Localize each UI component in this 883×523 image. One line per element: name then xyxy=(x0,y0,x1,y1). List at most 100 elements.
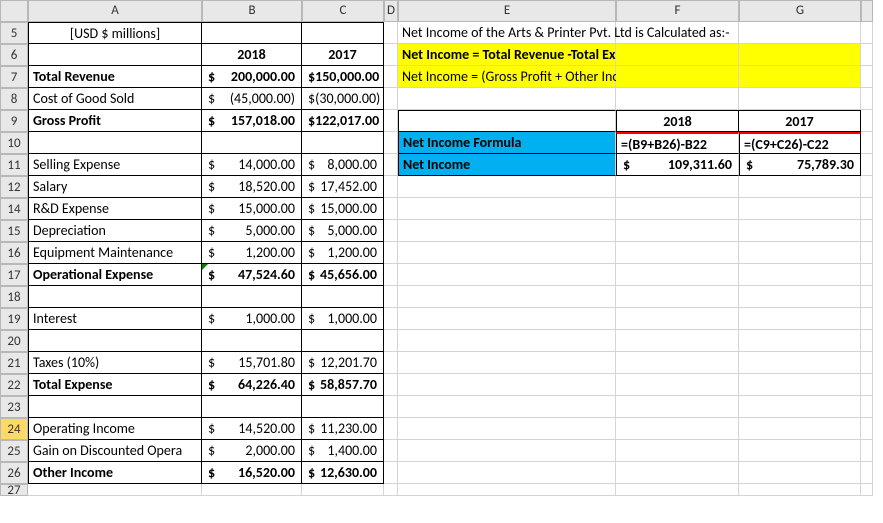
cell-c17[interactable]: $45,656.00 xyxy=(302,264,384,286)
cell-a19[interactable]: Interest xyxy=(28,308,202,330)
col-header[interactable]: B xyxy=(202,0,302,22)
row-header[interactable]: 17 xyxy=(0,264,28,286)
cell-b9[interactable]: $157,018.00 xyxy=(202,110,302,132)
cell-f11[interactable]: $109,311.60 xyxy=(616,154,739,176)
row-header[interactable]: 6 xyxy=(0,44,28,66)
cell-a26[interactable]: Other Income xyxy=(28,462,202,484)
col-header[interactable]: G xyxy=(739,0,861,22)
row-header[interactable]: 15 xyxy=(0,220,28,242)
cell-c16[interactable]: $1,200.00 xyxy=(302,242,384,264)
cell-b5[interactable] xyxy=(202,22,302,44)
cell-a12[interactable]: Salary xyxy=(28,176,202,198)
row-header[interactable]: 20 xyxy=(0,330,28,352)
cell-g10[interactable]: =(C9+C26)-C22 xyxy=(739,132,861,154)
cell-b12[interactable]: $18,520.00 xyxy=(202,176,302,198)
cell-b11[interactable]: $14,000.00 xyxy=(202,154,302,176)
cell-g5[interactable] xyxy=(739,22,861,44)
cell-c24[interactable]: $11,230.00 xyxy=(302,418,384,440)
cell-a6[interactable] xyxy=(28,44,202,66)
col-header[interactable]: F xyxy=(616,0,739,22)
cell-a7[interactable]: Total Revenue xyxy=(28,66,202,88)
cell-a5[interactable]: [USD $ millions] xyxy=(28,22,202,44)
cell-c22[interactable]: $58,857.70 xyxy=(302,374,384,396)
row-header[interactable]: 18 xyxy=(0,286,28,308)
row-header[interactable]: 11 xyxy=(0,154,28,176)
cell-a8[interactable]: Cost of Good Sold xyxy=(28,88,202,110)
cell-b25[interactable]: $2,000.00 xyxy=(202,440,302,462)
row-header[interactable]: 10 xyxy=(0,132,28,154)
cell-b14[interactable]: $15,000.00 xyxy=(202,198,302,220)
cell-f10[interactable]: =(B9+B26)-B22 xyxy=(616,132,739,154)
cell-c7[interactable]: $150,000.00 xyxy=(302,66,384,88)
cell-e11[interactable]: Net Income xyxy=(398,154,616,176)
cell-b15[interactable]: $5,000.00 xyxy=(202,220,302,242)
cell-c15[interactable]: $5,000.00 xyxy=(302,220,384,242)
cell-c6[interactable]: 2017 xyxy=(302,44,384,66)
cell-e5[interactable]: Net Income of the Arts & Printer Pvt. Lt… xyxy=(398,22,616,44)
cell-f9[interactable]: 2018 xyxy=(616,110,739,132)
cell-a10[interactable] xyxy=(28,132,202,154)
row-header[interactable]: 27 xyxy=(0,484,28,496)
col-header[interactable]: C xyxy=(302,0,384,22)
cell-a21[interactable]: Taxes (10%) xyxy=(28,352,202,374)
row-header[interactable]: 22 xyxy=(0,374,28,396)
cell-b19[interactable]: $1,000.00 xyxy=(202,308,302,330)
cell-d5[interactable] xyxy=(384,22,398,44)
cell-a17[interactable]: Operational Expense xyxy=(28,264,202,286)
cell-f5[interactable] xyxy=(616,22,739,44)
col-header[interactable]: D xyxy=(384,0,398,22)
row-header[interactable]: 8 xyxy=(0,88,28,110)
row-header[interactable]: 14 xyxy=(0,198,28,220)
cell-b24[interactable]: $14,520.00 xyxy=(202,418,302,440)
cell-b22[interactable]: $64,226.40 xyxy=(202,374,302,396)
error-indicator-icon xyxy=(202,264,208,270)
row-header[interactable]: 25 xyxy=(0,440,28,462)
cell-e6[interactable]: Net Income = Total Revenue -Total Expens… xyxy=(398,44,616,66)
cell-c21[interactable]: $12,201.70 xyxy=(302,352,384,374)
cell-e7[interactable]: Net Income = (Gross Profit + Other Incom… xyxy=(398,66,616,88)
cell-c11[interactable]: $8,000.00 xyxy=(302,154,384,176)
cell-a15[interactable]: Depreciation xyxy=(28,220,202,242)
cell-a16[interactable]: Equipment Maintenance xyxy=(28,242,202,264)
cell-b26[interactable]: $16,520.00 xyxy=(202,462,302,484)
cell-b17[interactable]: $47,524.60 xyxy=(202,264,302,286)
corner-cell xyxy=(0,0,28,22)
cell-c5[interactable] xyxy=(302,22,384,44)
cell-b21[interactable]: $15,701.80 xyxy=(202,352,302,374)
cell-e10[interactable]: Net Income Formula xyxy=(398,132,616,154)
cell-a24[interactable]: Operating Income xyxy=(28,418,202,440)
row-header[interactable]: 16 xyxy=(0,242,28,264)
spreadsheet: A B C D E F G 5 [USD $ millions] Net Inc… xyxy=(0,0,883,496)
cell-b8[interactable]: $(45,000.00) xyxy=(202,88,302,110)
row-header[interactable]: 26 xyxy=(0,462,28,484)
cell-c12[interactable]: $17,452.00 xyxy=(302,176,384,198)
cell-a9[interactable]: Gross Profit xyxy=(28,110,202,132)
cell-b7[interactable]: $200,000.00 xyxy=(202,66,302,88)
cell-c26[interactable]: $12,630.00 xyxy=(302,462,384,484)
col-header[interactable] xyxy=(861,0,873,22)
cell-a11[interactable]: Selling Expense xyxy=(28,154,202,176)
cell-c19[interactable]: $1,000.00 xyxy=(302,308,384,330)
row-header[interactable]: 12 xyxy=(0,176,28,198)
row-header[interactable]: 24 xyxy=(0,418,28,440)
row-header[interactable]: 5 xyxy=(0,22,28,44)
cell-g11[interactable]: $75,789.30 xyxy=(739,154,861,176)
cell-c14[interactable]: $15,000.00 xyxy=(302,198,384,220)
row-header[interactable]: 23 xyxy=(0,396,28,418)
cell-c8[interactable]: $(30,000.00) xyxy=(302,88,384,110)
cell-c9[interactable]: $122,017.00 xyxy=(302,110,384,132)
col-header[interactable]: A xyxy=(28,0,202,22)
row-header[interactable]: 9 xyxy=(0,110,28,132)
cell-b16[interactable]: $1,200.00 xyxy=(202,242,302,264)
cell-a22[interactable]: Total Expense xyxy=(28,374,202,396)
row-header[interactable]: 21 xyxy=(0,352,28,374)
row-header[interactable]: 19 xyxy=(0,308,28,330)
cell-g9[interactable]: 2017 xyxy=(739,110,861,132)
cell-a14[interactable]: R&D Expense xyxy=(28,198,202,220)
cell-c25[interactable]: $1,400.00 xyxy=(302,440,384,462)
cell-e9[interactable] xyxy=(398,110,616,132)
cell-b6[interactable]: 2018 xyxy=(202,44,302,66)
row-header[interactable]: 7 xyxy=(0,66,28,88)
cell-a25[interactable]: Gain on Discounted Opera xyxy=(28,440,202,462)
col-header[interactable]: E xyxy=(398,0,616,22)
